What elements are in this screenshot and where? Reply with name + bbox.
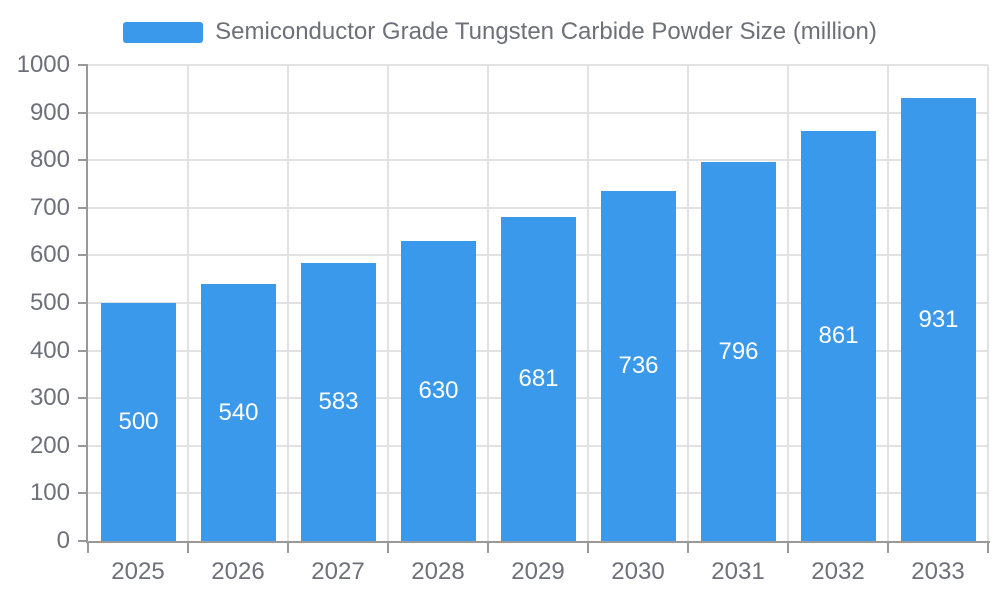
bar-2025[interactable] [101,303,176,541]
bar-2029[interactable] [501,217,576,541]
y-axis-tick [78,350,88,352]
y-axis-tick [78,207,88,209]
x-axis-tick-label: 2033 [911,558,965,585]
y-axis-tick-label: 300 [29,384,70,411]
x-axis-tick-label: 2028 [411,558,465,585]
bar-value-label: 500 [118,408,159,435]
gridline-vertical [187,65,189,541]
y-axis-tick-label: 700 [29,194,70,221]
y-axis-tick-label: 100 [29,479,70,506]
gridline-vertical [287,65,289,541]
x-axis-tick [887,543,889,553]
bar-value-label: 861 [818,322,859,349]
y-axis-tick-label: 400 [29,337,70,364]
y-axis-tick-label: 1000 [16,51,70,78]
y-axis-tick [78,540,88,542]
gridline-vertical [987,65,989,541]
bar-2026[interactable] [201,284,276,541]
y-axis-tick-label: 200 [29,432,70,459]
bar-value-label: 736 [618,352,659,379]
y-axis-tick [78,64,88,66]
y-axis-tick-label: 900 [29,99,70,126]
x-axis-tick-label: 2027 [311,558,365,585]
y-axis-tick-label: 800 [29,146,70,173]
bar-2028[interactable] [401,241,476,541]
x-axis-tick-label: 2026 [211,558,265,585]
legend-label: Semiconductor Grade Tungsten Carbide Pow… [215,18,877,45]
gridline-vertical [587,65,589,541]
legend-swatch-icon [123,21,204,43]
gridline-vertical [687,65,689,541]
y-axis-tick [78,397,88,399]
bar-2032[interactable] [801,131,876,541]
x-axis-tick [987,543,989,553]
gridline-horizontal [88,112,988,114]
y-axis-tick [78,302,88,304]
bar-value-label: 583 [318,388,359,415]
y-axis-tick-label: 600 [29,241,70,268]
x-axis-tick [287,543,289,553]
y-axis-tick-label: 0 [56,527,70,554]
x-axis-tick [787,543,789,553]
y-axis-tick [78,492,88,494]
bar-2027[interactable] [301,263,376,541]
gridline-vertical [887,65,889,541]
x-axis-tick-label: 2029 [511,558,565,585]
chart-legend: Semiconductor Grade Tungsten Carbide Pow… [0,18,1000,46]
x-axis-tick [387,543,389,553]
x-axis-tick [487,543,489,553]
x-axis-tick-label: 2032 [811,558,865,585]
legend-item[interactable]: Semiconductor Grade Tungsten Carbide Pow… [123,18,877,46]
x-axis-tick [87,543,89,553]
y-axis-tick [78,254,88,256]
x-axis-tick-label: 2025 [111,558,165,585]
bar-value-label: 630 [418,377,459,404]
bar-value-label: 796 [718,337,759,365]
x-axis-tick [187,543,189,553]
x-axis-tick-label: 2031 [711,558,765,585]
bar-value-label: 681 [518,365,559,392]
bar-value-label: 540 [218,398,259,426]
gridline-vertical [487,65,489,541]
y-axis-tick-label: 500 [29,289,70,316]
bar-2030[interactable] [601,191,676,541]
gridline-vertical [787,65,789,541]
y-axis-tick [78,445,88,447]
y-axis-tick [78,159,88,161]
gridline-vertical [387,65,389,541]
y-axis-line [86,65,88,543]
x-axis-tick [687,543,689,553]
y-axis-tick [78,112,88,114]
x-axis-tick [587,543,589,553]
gridline-horizontal [88,64,988,66]
bar-value-label: 931 [918,305,959,333]
bar-2031[interactable] [701,162,776,541]
bar-2033[interactable] [901,98,976,541]
x-axis-tick-label: 2030 [611,558,665,585]
x-axis-line [86,541,990,543]
